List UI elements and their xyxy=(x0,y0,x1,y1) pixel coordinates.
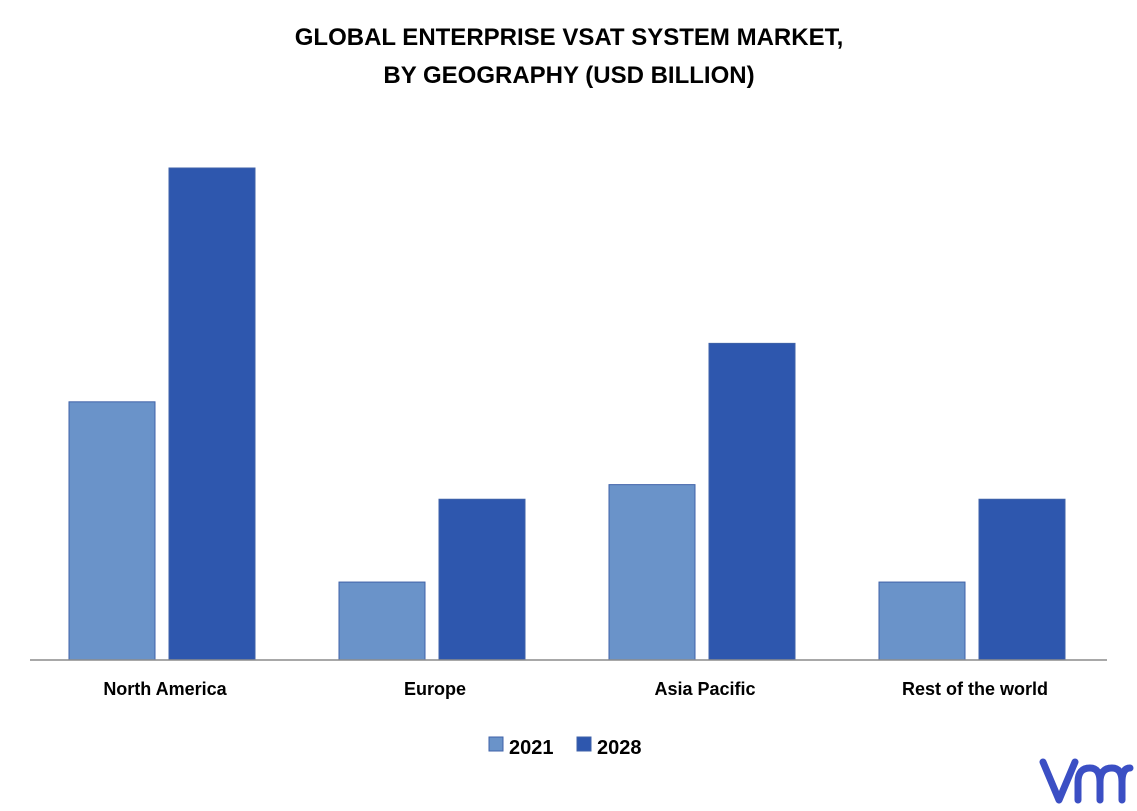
bar-rest-of-the-world-2028 xyxy=(978,498,1066,661)
bar-asia-pacific-2021 xyxy=(608,484,696,661)
category-labels: North America Europe Asia Pacific Rest of t… xyxy=(103,679,1048,699)
chart-title-line-1: GLOBAL ENTERPRISE VSAT SYSTEM MARKET, xyxy=(295,24,844,51)
legend-swatch-2028 xyxy=(576,736,592,752)
vmr-logo xyxy=(1039,758,1134,804)
category-label-north-america: North America xyxy=(103,679,227,699)
category-label-europe: Europe xyxy=(404,679,466,699)
legend-swatch-2021 xyxy=(488,736,504,752)
bar-europe-2028 xyxy=(438,498,526,661)
bars-group xyxy=(68,167,1066,661)
legend-label-2028: 2028 xyxy=(597,737,642,759)
bar-asia-pacific-2028 xyxy=(708,342,796,661)
bar-rest-of-the-world-2021 xyxy=(878,581,966,661)
vmr-logo-mark xyxy=(1039,758,1134,804)
category-label-asia-pacific: Asia Pacific xyxy=(654,679,755,699)
bar-north-america-2028 xyxy=(168,167,256,661)
legend: 2021 2028 xyxy=(488,736,642,759)
bar-europe-2021 xyxy=(338,581,426,661)
category-label-rest-of-the-world: Rest of the world xyxy=(902,679,1048,699)
legend-label-2021: 2021 xyxy=(509,737,554,759)
chart-title-line-2: BY GEOGRAPHY (USD BILLION) xyxy=(383,62,754,89)
bar-north-america-2021 xyxy=(68,401,156,661)
